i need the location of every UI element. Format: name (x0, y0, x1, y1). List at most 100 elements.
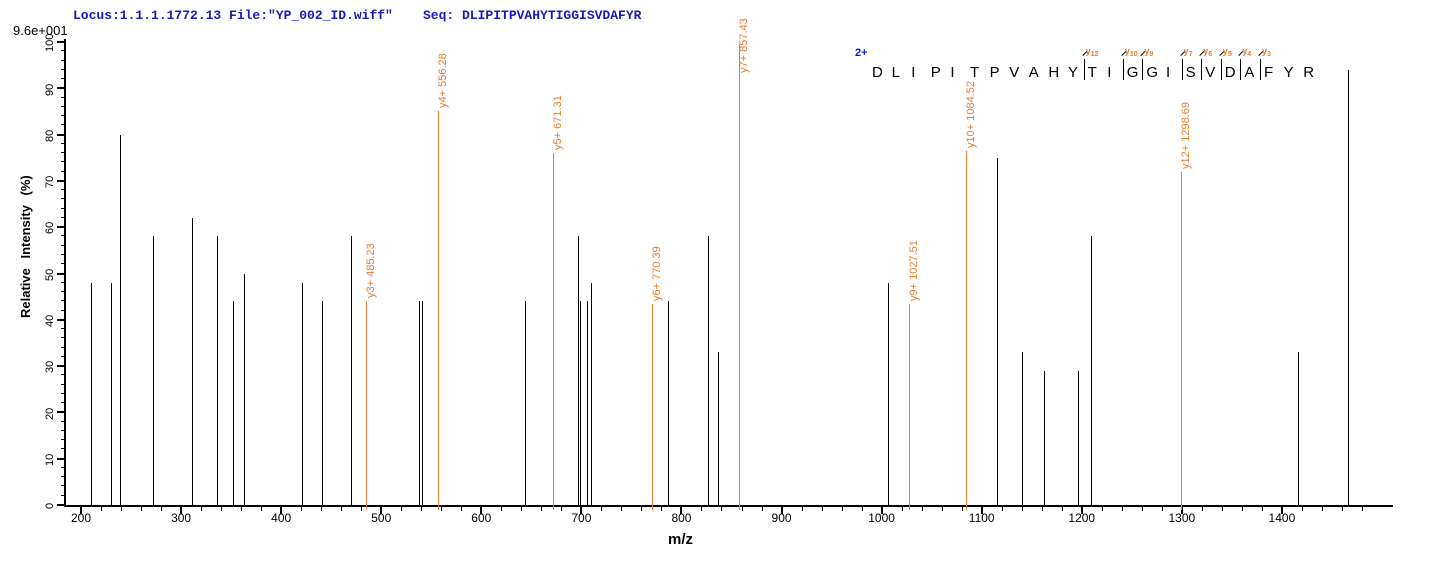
y-major-tick (57, 226, 65, 229)
fragment-ion-letter: y (1124, 46, 1130, 56)
peak (419, 301, 420, 507)
fragment-ion-letter: y (1242, 46, 1248, 56)
x-minor-tick (721, 507, 723, 511)
fragment-ion-letter: y (1203, 46, 1209, 56)
sequence-residue: D (872, 64, 883, 81)
y-minor-tick (61, 207, 65, 209)
sequence-residue: H (1048, 64, 1060, 81)
peak (1022, 352, 1023, 507)
sequence-residue: Y (1283, 64, 1294, 81)
x-major-tick (980, 507, 983, 514)
y-minor-tick (61, 448, 65, 450)
y-minor-tick (61, 170, 65, 172)
x-major-tick (680, 507, 683, 514)
y-minor-tick (61, 263, 65, 265)
annotated-peak (652, 303, 653, 510)
x-axis-line (64, 505, 1393, 507)
y-minor-tick (61, 476, 65, 478)
precursor-charge-label: 2+ (855, 47, 868, 59)
fragment-marker-bar (1220, 59, 1222, 80)
peak (580, 301, 581, 507)
y-minor-tick (61, 105, 65, 107)
peak (525, 301, 526, 507)
y-tick-label: 30 (44, 361, 56, 374)
sequence-residue: I (950, 64, 955, 81)
peak (244, 273, 245, 507)
x-tick-label: 900 (771, 511, 792, 525)
x-minor-tick (621, 507, 623, 511)
sequence-residue: P (989, 64, 1000, 81)
sequence-residue: I (1107, 64, 1112, 81)
peak (111, 282, 112, 507)
intensity-scale-note: 9.6e+001 (13, 23, 68, 38)
x-minor-tick (821, 507, 823, 511)
peak (718, 352, 719, 507)
y-minor-tick (61, 124, 65, 126)
y-major-tick (57, 272, 65, 275)
peak (1348, 69, 1349, 507)
peak (1091, 236, 1092, 507)
x-minor-tick (441, 507, 443, 511)
y-major-tick (57, 318, 65, 321)
sequence-residue: G (1126, 64, 1139, 81)
x-minor-tick (1101, 507, 1103, 511)
x-tick-label: 1300 (1168, 511, 1196, 525)
x-tick-label: 200 (70, 511, 92, 525)
fragment-ion-label: y9 (1144, 46, 1153, 58)
y-minor-tick (61, 309, 65, 311)
x-minor-tick (321, 507, 323, 511)
x-major-tick (1180, 507, 1183, 514)
fragment-ion-number: 12 (1090, 51, 1099, 58)
x-minor-tick (141, 507, 143, 511)
annotated-peak (366, 301, 367, 510)
fragment-marker-bar (1142, 59, 1144, 80)
fragment-ion-letter: y (1262, 46, 1268, 56)
x-minor-tick (761, 507, 763, 511)
y-minor-tick (61, 216, 65, 218)
x-minor-tick (921, 507, 923, 511)
fragment-ion-label: y6 (1203, 46, 1212, 58)
peak (192, 217, 193, 507)
fragment-marker-bar (1240, 59, 1242, 80)
y-minor-tick (61, 383, 65, 385)
fragment-marker-bar (1122, 59, 1124, 80)
x-major-tick (380, 507, 383, 514)
x-minor-tick (521, 507, 523, 511)
x-minor-tick (221, 507, 223, 511)
fragment-ion-label: y4 (1242, 46, 1251, 58)
peak (578, 236, 579, 507)
y-major-tick (57, 411, 65, 414)
x-minor-tick (861, 507, 863, 511)
x-minor-tick (421, 507, 423, 511)
x-minor-tick (1361, 507, 1363, 511)
sequence-residue: D (1224, 64, 1236, 81)
fragment-marker-bar (1260, 59, 1261, 80)
x-minor-tick (701, 507, 703, 511)
sequence-header: Seq: DLIPITPVAHYTIGGISVDAFYR (423, 8, 642, 23)
sequence-residue: P (930, 64, 941, 81)
fragment-ion-number: 10 (1129, 51, 1138, 58)
peak (888, 282, 889, 507)
peak (217, 236, 218, 507)
sequence-residue: S (1185, 64, 1196, 81)
fragment-ion-number: 3 (1267, 51, 1271, 58)
y-major-tick (57, 504, 65, 506)
fragment-ion-number: 9 (1149, 51, 1154, 58)
y-major-tick (57, 179, 65, 182)
peak (153, 236, 154, 507)
y-minor-tick (61, 485, 65, 487)
peak (120, 134, 121, 507)
y-minor-tick (61, 115, 65, 117)
y-tick-label: 40 (44, 314, 56, 327)
x-minor-tick (561, 507, 563, 511)
y-minor-tick (61, 300, 65, 302)
peak-label: y6+ 770.39 (651, 245, 663, 301)
y-minor-tick (61, 96, 65, 98)
x-minor-tick (401, 507, 403, 511)
fragment-ion-number: 6 (1208, 51, 1213, 58)
sequence-residue: A (1028, 64, 1039, 81)
sequence-residue: T (970, 64, 980, 81)
y-minor-tick (61, 68, 65, 70)
y-minor-tick (61, 78, 65, 80)
